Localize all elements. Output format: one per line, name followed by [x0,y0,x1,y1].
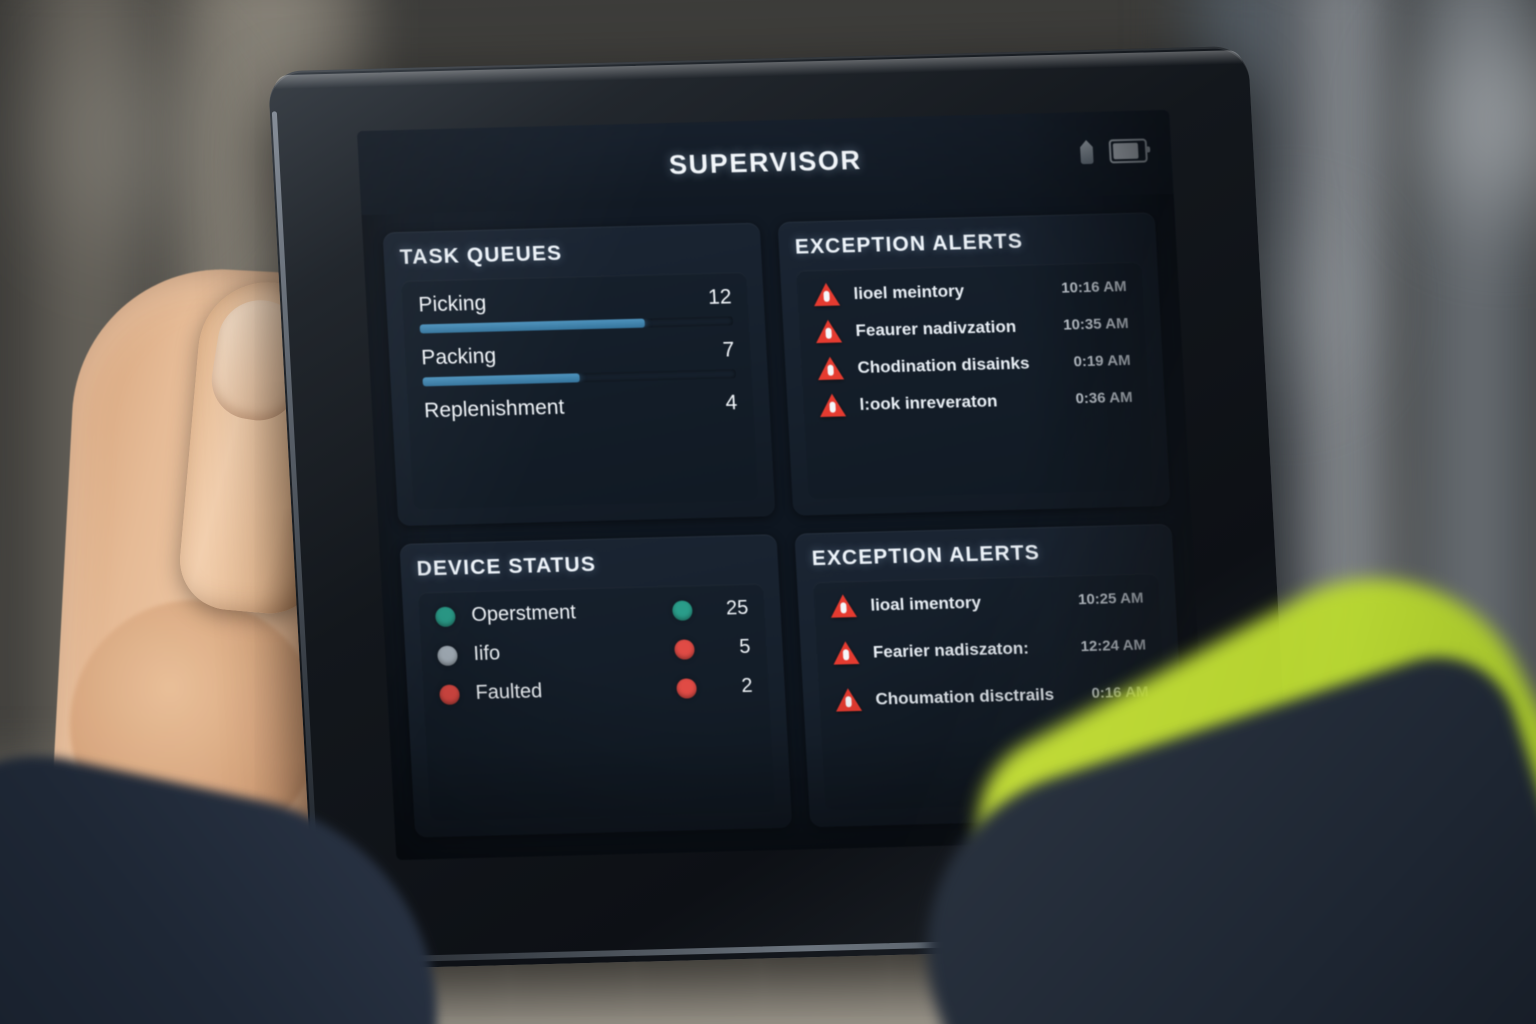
warning-triangle-icon [814,319,843,344]
card-device-status[interactable]: DEVICE STATUS Operstment 25 Iifo [399,534,793,838]
exception-alerts-top-list: lioel meintory 10:16 AM Feaurer nadivzat… [796,261,1154,500]
card-title-task-queues: TASK QUEUES [399,241,563,270]
device-status-count: 5 [738,635,752,659]
card-title-exception-alerts-bottom: EXCEPTION ALERTS [811,541,1041,571]
status-dot [436,645,459,666]
warning-triangle-icon [816,356,845,381]
task-queue-progress-track [422,369,736,387]
alert-text: lioel meintory [852,280,965,303]
device-status-count: 25 [725,596,749,620]
alert-text: l:ook inreveraton [858,390,998,414]
task-queue-name: Replenishment [423,395,565,423]
device-status-list: Operstment 25 Iifo 5 Faulted [418,583,776,822]
alert-row[interactable]: lioal imentory 10:25 AM [829,587,1144,618]
status-icons [1080,138,1148,164]
device-status-label: Iifo [472,642,501,666]
status-dot-count [671,599,693,621]
alert-row[interactable]: l:ook inreveraton 0:36 AM [818,386,1133,418]
signal-icon [1080,140,1094,164]
alert-text: lioal imentory [869,592,982,615]
task-queue-name: Picking [417,291,487,317]
alert-text: Fearier nadiszaton: [872,638,1030,662]
device-status-row[interactable]: Operstment 25 [434,596,749,628]
task-queue-progress-fill [422,373,580,387]
background-light [40,40,220,240]
device-status-count: 2 [740,674,754,698]
task-queue-row[interactable]: Packing 7 [420,338,736,387]
task-queue-name: Packing [420,344,497,370]
device-status-row[interactable]: Faulted 2 [439,675,753,706]
alert-time: 10:16 AM [1060,278,1127,297]
alert-text: Feaurer nadivzation [854,316,1017,340]
alert-time: 12:24 AM [1080,636,1147,656]
battery-icon [1108,138,1148,164]
warning-triangle-icon [812,282,841,307]
alert-text: Choumation disctrails [874,684,1055,709]
warning-triangle-icon [834,687,863,712]
device-status-label: Operstment [470,601,577,627]
alert-row[interactable]: Chodination disainks 0:19 AM [816,349,1131,381]
task-queue-count: 4 [724,391,738,415]
task-queue-row[interactable]: Picking 12 [417,285,734,334]
task-queue-row[interactable]: Replenishment 4 [424,391,738,423]
alert-time: 0:19 AM [1073,351,1131,371]
task-queue-count: 12 [707,285,733,309]
alert-time: 0:36 AM [1075,388,1133,408]
warning-triangle-icon [818,393,847,418]
card-title-device-status: DEVICE STATUS [416,552,597,581]
card-title-exception-alerts-top: EXCEPTION ALERTS [794,229,1024,259]
task-queue-progress-track [419,316,734,334]
page-title: SUPERVISOR [668,144,863,180]
alert-text: Chodination disainks [856,353,1030,377]
alert-row[interactable]: Fearier nadiszaton: 12:24 AM [832,633,1147,665]
card-task-queues[interactable]: TASK QUEUES Picking 12 [382,222,776,527]
status-dot-count [673,638,696,660]
task-queues-list: Picking 12 Packing 7 [401,271,759,510]
alert-time: 10:35 AM [1062,314,1129,334]
status-dot [434,606,456,627]
task-queue-count: 7 [722,338,735,362]
warning-triangle-icon [829,594,858,618]
alert-row[interactable]: Feaurer nadivzation 10:35 AM [814,312,1129,344]
status-dot-count [676,677,698,699]
alert-time: 10:25 AM [1077,589,1144,609]
warning-triangle-icon [832,640,860,665]
device-status-row[interactable]: Iifo 5 [436,635,752,667]
alert-row[interactable]: lioel meintory 10:16 AM [812,275,1127,307]
status-dot [439,683,461,705]
task-queue-progress-fill [419,318,646,334]
device-status-label: Faulted [474,680,543,705]
card-exception-alerts-top[interactable]: EXCEPTION ALERTS lioel meintory 10:16 AM… [777,212,1171,516]
